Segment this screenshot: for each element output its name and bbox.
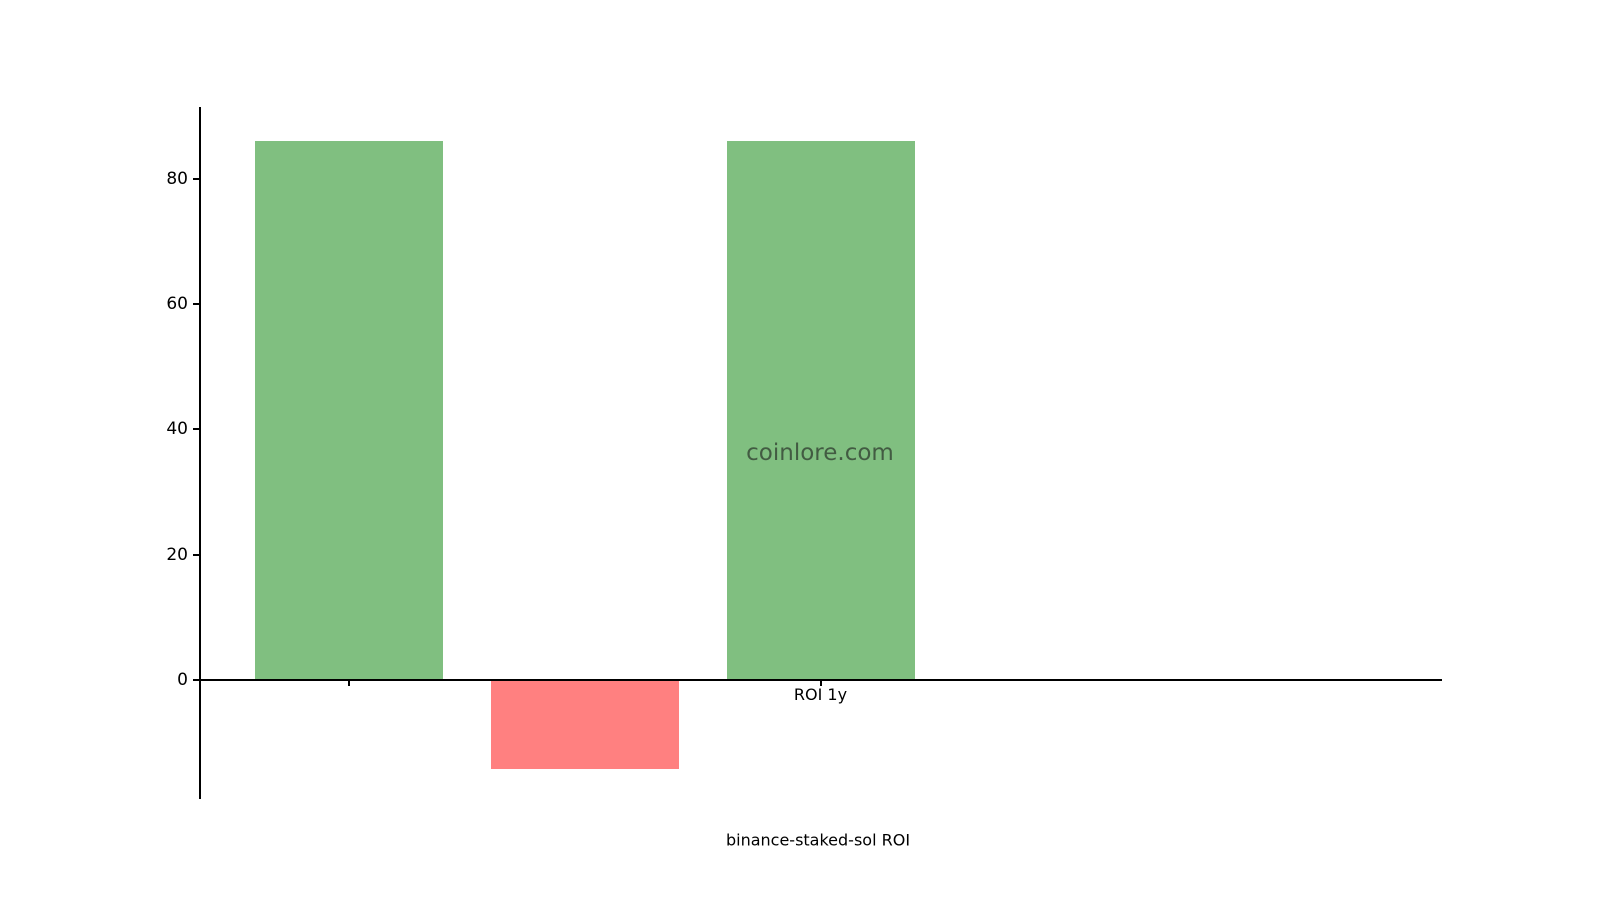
x-axis-line (199, 679, 1442, 681)
positive-roi-bar (254, 141, 443, 680)
y-tick-mark (193, 679, 199, 681)
watermark-text: coinlore.com (746, 440, 894, 466)
y-tick-label: 80 (166, 168, 188, 189)
negative-roi-bar (490, 681, 679, 769)
y-tick-mark (193, 302, 199, 305)
y-tick-mark (193, 428, 199, 431)
x-tick-mark (819, 680, 822, 686)
y-tick-label: 20 (166, 544, 188, 565)
positive-roi-bar (726, 141, 915, 680)
y-tick-label: 0 (177, 670, 188, 690)
x-axis-title: binance-staked-sol ROI (725, 830, 911, 850)
x-tick-mark (347, 680, 350, 686)
y-axis-line (199, 107, 201, 799)
y-tick-label: 40 (166, 419, 188, 440)
y-tick-mark (193, 553, 199, 556)
y-tick-label: 60 (166, 293, 188, 314)
y-tick-mark (193, 177, 199, 180)
x-tick-label: ROI 1y (793, 685, 848, 704)
